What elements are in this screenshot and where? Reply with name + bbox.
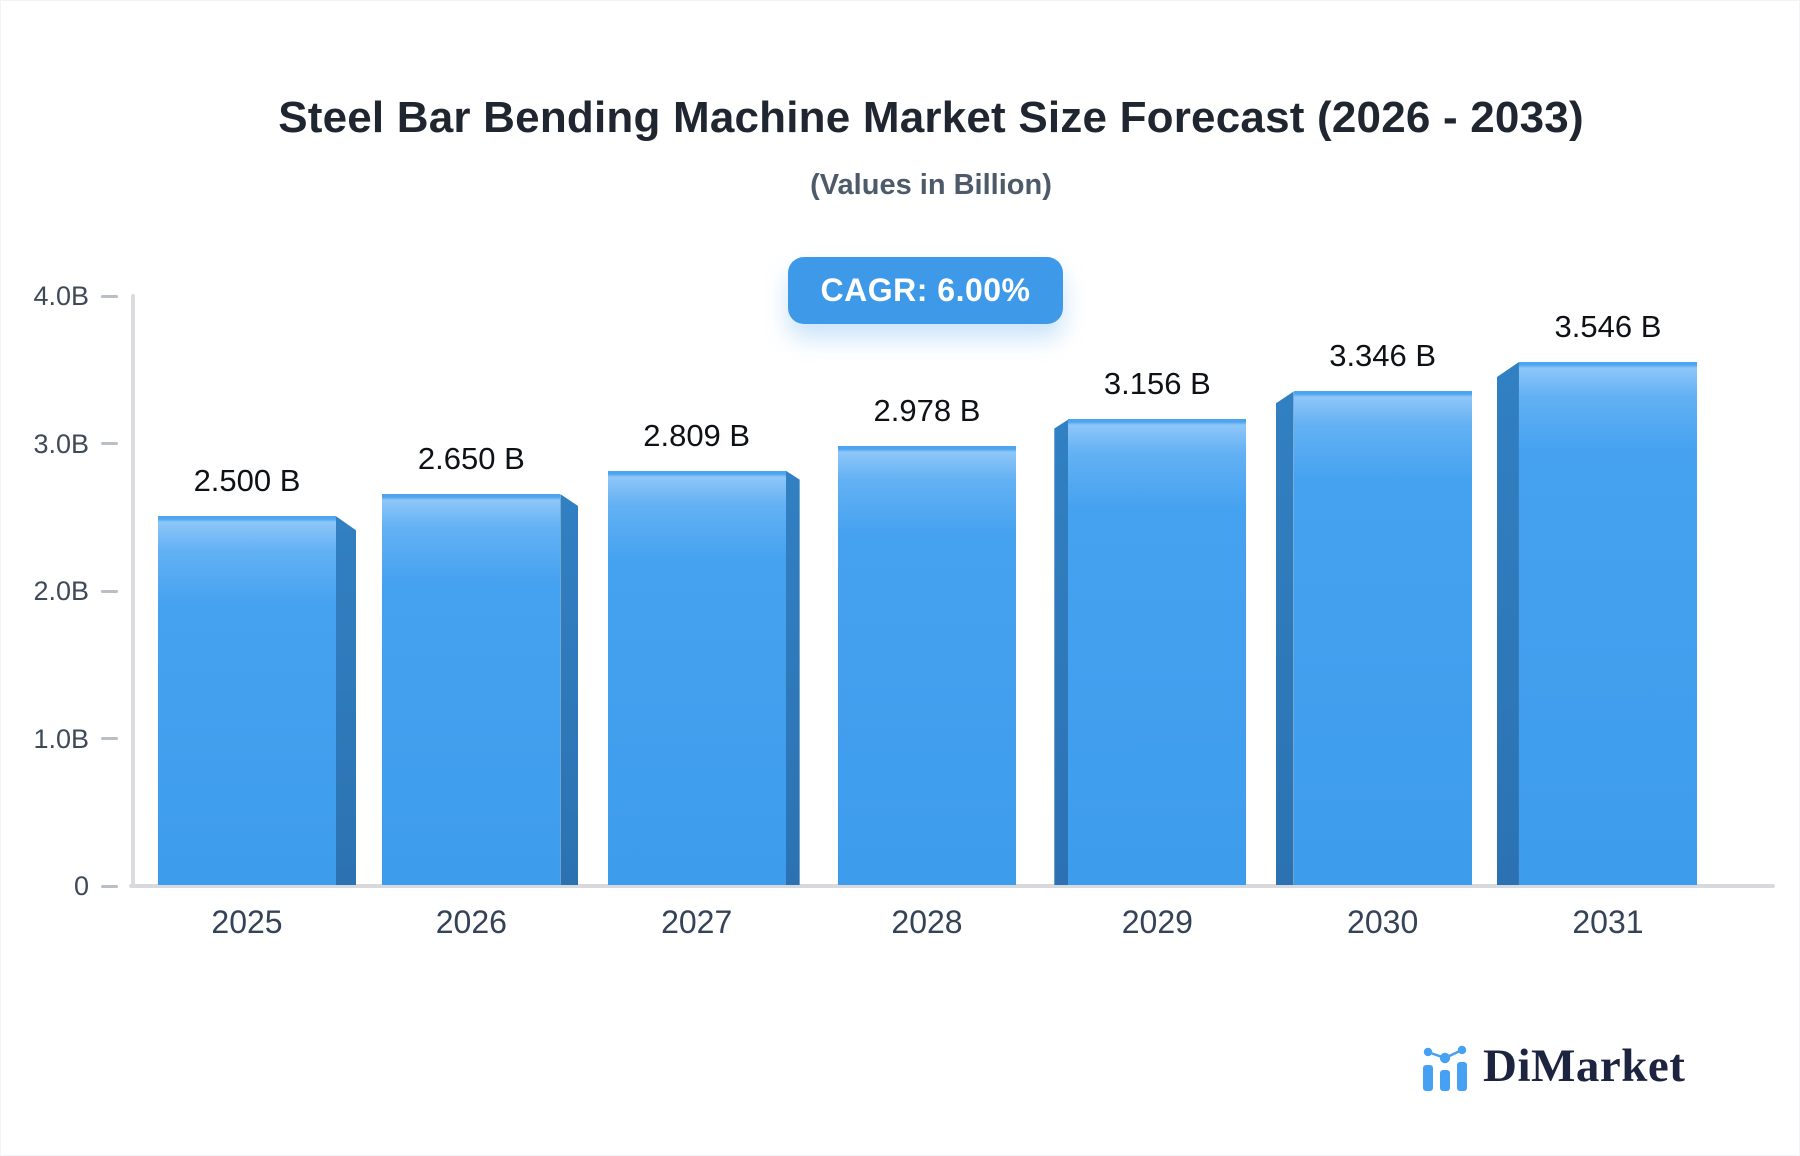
x-axis-label: 2029 [1121,904,1193,940]
x-axis-label: 2030 [1347,904,1419,940]
bar-face [837,445,1016,885]
x-axis-label: 2031 [1572,904,1644,940]
bar-value-label: 3.546 B [1554,308,1662,344]
y-axis-tick-label: 2.0B [33,576,89,606]
bar-face [1518,361,1697,885]
bar-face [607,470,786,885]
y-axis-tick-label: 3.0B [33,428,89,459]
bar-face [382,494,561,885]
bar-side-face [1275,391,1294,885]
bar-side-face [336,516,356,885]
y-axis-tick-mark [101,884,118,888]
bar-side-face [560,494,579,885]
bar-2031 [1496,361,1697,885]
bar-value-label: 3.346 B [1329,338,1437,374]
bar-value-label: 3.156 B [1103,366,1211,402]
bar-side-face [1496,361,1519,885]
x-axis-label: 2027 [661,904,733,940]
y-axis-tick-mark [101,737,118,740]
bar-side-face [1054,419,1069,885]
bar-value-label: 2.500 B [193,463,301,499]
bar-2026 [382,494,579,885]
bar-face [1068,419,1247,885]
y-axis-tick-label: 4.0B [33,281,89,311]
cagr-badge-label: CAGR: 6.00% [820,272,1031,308]
bar-side-face [785,470,800,885]
brand-logo: DiMarket [1420,1039,1685,1093]
bar-value-label: 2.650 B [417,441,525,477]
bar-2029 [1054,419,1247,885]
dimarket-chart-icon [1423,1045,1467,1091]
bar-2030 [1275,391,1472,885]
bar-value-label: 2.978 B [873,392,981,428]
y-axis-line [131,294,135,886]
brand-name: DiMarket [1483,1040,1686,1092]
y-axis-tick-label: 1.0B [33,723,89,754]
bar-2028 [837,445,1016,885]
x-axis-label: 2028 [891,904,963,940]
chart-title: Steel Bar Bending Machine Market Size Fo… [278,93,1584,142]
y-axis-tick-mark [101,442,118,445]
chart-subtitle: (Values in Billion) [810,169,1052,201]
bar-face [1293,391,1472,885]
bar-value-label: 2.809 B [643,417,751,453]
x-axis-label: 2026 [435,904,507,940]
y-axis-tick-mark [101,294,118,298]
bar-face [158,516,336,885]
x-axis-label: 2025 [211,904,283,940]
y-axis-tick-mark [101,589,118,593]
bar-2027 [607,470,800,885]
y-axis-tick-label: 0 [73,871,89,901]
bar-2025 [158,516,356,885]
cagr-badge: CAGR: 6.00% [788,257,1063,324]
x-axis-line [129,884,1775,888]
